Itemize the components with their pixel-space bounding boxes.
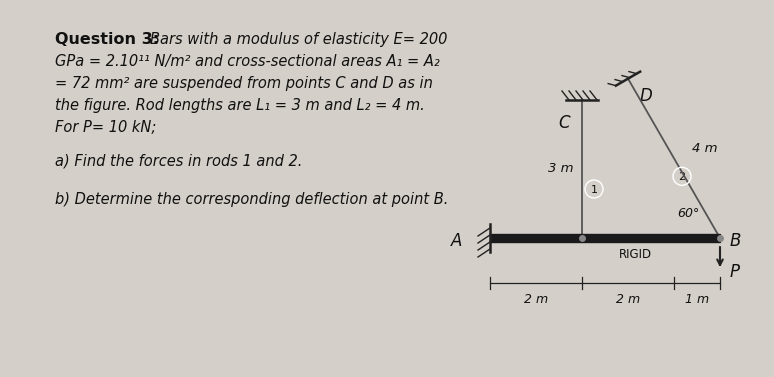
Text: 2 m: 2 m <box>616 293 640 306</box>
Text: For P= 10 kN;: For P= 10 kN; <box>55 120 156 135</box>
Text: 1 m: 1 m <box>685 293 709 306</box>
Text: A: A <box>450 232 462 250</box>
Text: 2: 2 <box>679 172 686 182</box>
Text: 3 m: 3 m <box>549 162 574 176</box>
Text: Question 3:: Question 3: <box>55 32 159 47</box>
Text: the figure. Rod lengths are L₁ = 3 m and L₂ = 4 m.: the figure. Rod lengths are L₁ = 3 m and… <box>55 98 425 113</box>
Text: 4 m: 4 m <box>692 142 717 155</box>
Text: RIGID: RIGID <box>618 247 652 261</box>
Text: B: B <box>730 232 741 250</box>
Text: 60°: 60° <box>677 207 699 220</box>
Text: a) Find the forces in rods 1 and 2.: a) Find the forces in rods 1 and 2. <box>55 154 303 169</box>
Text: GPa = 2.10¹¹ N/m² and cross-sectional areas A₁ = A₂: GPa = 2.10¹¹ N/m² and cross-sectional ar… <box>55 54 440 69</box>
Bar <box>490 234 720 242</box>
Text: 2 m: 2 m <box>524 293 548 306</box>
Text: = 72 mm² are suspended from points C and D as in: = 72 mm² are suspended from points C and… <box>55 76 433 91</box>
Text: b) Determine the corresponding deflection at point B.: b) Determine the corresponding deflectio… <box>55 192 448 207</box>
Text: C: C <box>558 114 570 132</box>
Text: D: D <box>640 87 652 105</box>
Text: 1: 1 <box>591 185 598 195</box>
Text: P: P <box>730 263 740 281</box>
Text: Bars with a modulus of elasticity E= 200: Bars with a modulus of elasticity E= 200 <box>150 32 447 47</box>
